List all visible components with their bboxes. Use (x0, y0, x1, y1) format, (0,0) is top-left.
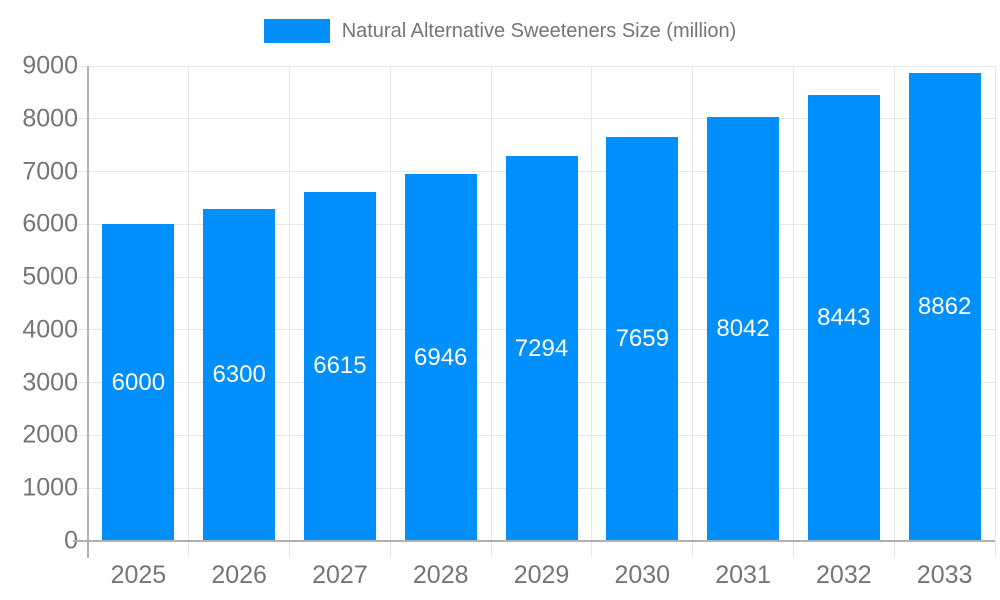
y-axis-tick-label: 3000 (22, 368, 78, 397)
x-axis-tick-label: 2029 (513, 561, 570, 589)
y-axis-tick-label: 5000 (22, 262, 78, 291)
bar-2030[interactable]: 7659 (606, 136, 679, 541)
bar-2029[interactable]: 7294 (505, 156, 578, 541)
x-axis-line (73, 540, 995, 542)
gridline-vertical (893, 66, 895, 558)
x-axis-tick-label: 2032 (816, 561, 872, 589)
bar-2028[interactable]: 6946 (404, 174, 477, 541)
x-axis-tick-label: 2028 (412, 561, 469, 589)
y-axis-tick-label: 0 (64, 526, 78, 555)
gridline-horizontal (73, 118, 995, 120)
x-axis-tick-label: 2027 (312, 561, 368, 589)
x-axis-tick-label: 2030 (614, 561, 671, 589)
gridline-horizontal (73, 65, 995, 67)
bar-2032[interactable]: 8443 (807, 95, 880, 541)
bar-2025[interactable]: 6000 (102, 224, 175, 541)
bar-value-label: 6300 (212, 360, 266, 388)
bar-value-label: 8042 (716, 314, 770, 342)
bar-2027[interactable]: 6615 (303, 191, 376, 541)
legend[interactable]: Natural Alternative Sweeteners Size (mil… (0, 14, 1000, 48)
y-axis-tick-label: 9000 (22, 51, 78, 80)
y-axis-tick-label: 8000 (22, 104, 78, 133)
bar-2026[interactable]: 6300 (203, 208, 276, 541)
gridline-vertical (289, 66, 291, 558)
bar-value-label: 7659 (615, 324, 669, 352)
gridline-vertical (389, 66, 391, 558)
bar-value-label: 8443 (817, 304, 871, 332)
x-axis-tick-label: 2033 (916, 561, 973, 589)
gridline-vertical (188, 66, 190, 558)
gridline-vertical (490, 66, 492, 558)
bar-value-label: 6615 (313, 352, 367, 380)
y-axis-tick-label: 1000 (22, 473, 78, 502)
y-axis-tick-label: 7000 (22, 157, 78, 186)
gridline-vertical (591, 66, 593, 558)
plot-area: 6000 6300 6615 6946 7294 7659 8042 8443 8862 (73, 65, 996, 558)
y-axis-tick-label: 4000 (22, 315, 78, 344)
bar-2031[interactable]: 8042 (707, 116, 780, 541)
x-axis-tick-label: 2031 (715, 561, 771, 589)
gridline-vertical (994, 66, 996, 558)
bar-value-label: 6946 (414, 343, 468, 371)
x-axis-tick-label: 2025 (110, 561, 167, 589)
y-axis-line (87, 66, 89, 558)
bar-value-label: 6000 (111, 368, 166, 396)
legend-label: Natural Alternative Sweeteners Size (mil… (341, 19, 737, 42)
bar-value-label: 8862 (917, 293, 972, 321)
gridline-vertical (792, 66, 794, 558)
bar-value-label: 7294 (514, 334, 569, 362)
bar-2033[interactable]: 8862 (908, 73, 981, 541)
y-axis-tick-label: 2000 (22, 420, 78, 449)
x-axis-tick-label: 2026 (211, 561, 267, 589)
legend-swatch-icon (263, 19, 330, 43)
gridline-vertical (692, 66, 694, 558)
y-axis-tick-label: 6000 (22, 209, 78, 238)
